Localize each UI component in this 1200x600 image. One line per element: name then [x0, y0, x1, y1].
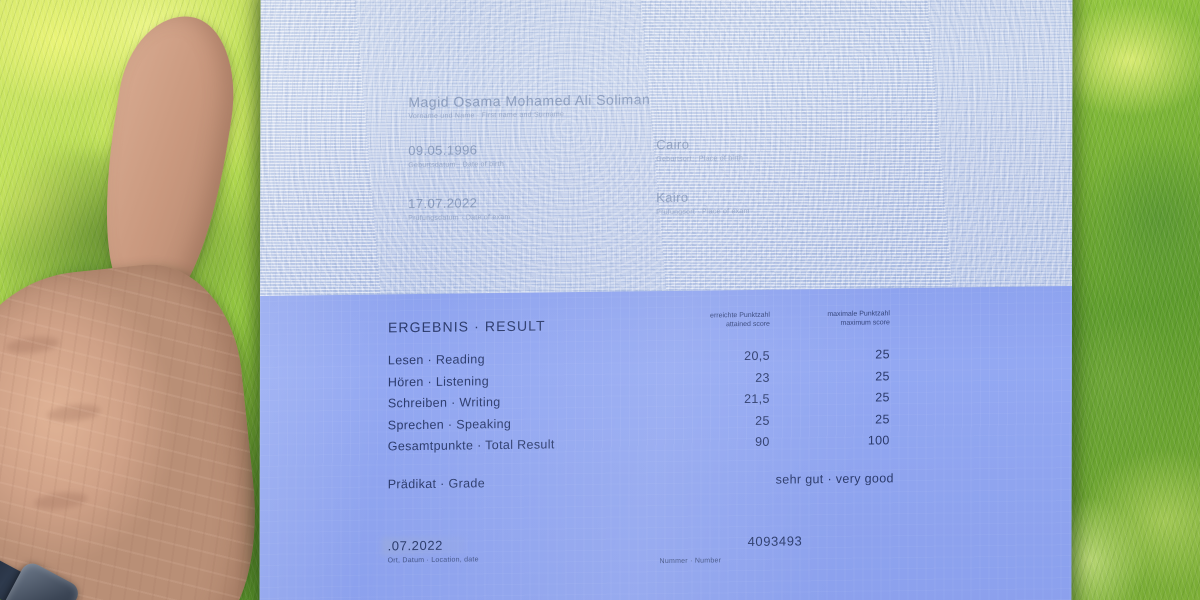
certificate-number-value: 4093493 — [747, 533, 803, 550]
certificate-number-field: 4093493 Nummer · Number — [659, 533, 803, 566]
score-row-attained: 25 — [755, 413, 770, 428]
score-row-maximum: 25 — [875, 411, 890, 426]
location-date-caption: Ort, Datum · Location, date — [387, 556, 479, 565]
grade-value: sehr gut · very good — [775, 471, 894, 487]
result-heading: ERGEBNIS · RESULT — [387, 317, 546, 336]
score-row-attained: 90 — [755, 434, 770, 449]
holder-name-value: Magid Osama Mohamed Ali Soliman — [408, 91, 651, 111]
score-row-maximum: 25 — [875, 368, 890, 383]
score-row-label: Sprechen · Speaking — [387, 416, 512, 432]
score-row-label: Schreiben · Writing — [387, 395, 501, 411]
column-header-maximum-en: maximum score — [840, 319, 890, 328]
column-header-attained-en: attained score — [725, 321, 770, 329]
location-date-field: .07.2022 Ort, Datum · Location, date — [387, 537, 479, 565]
grade-label: Prädikat · Grade — [387, 476, 486, 492]
score-row-label: Gesamtpunkte · Total Result — [387, 437, 555, 454]
score-row-label: Hören · Listening — [387, 373, 490, 389]
date-of-birth-field: 09.05.1996 Geburtsdatum · Date of birth — [408, 142, 504, 170]
place-of-birth-value: Cairo — [656, 136, 690, 153]
place-of-birth-field: Cairo Geburtsort · Place of birth — [656, 137, 743, 163]
hand-holding-certificate — [0, 7, 290, 600]
date-of-birth-value: 09.05.1996 — [408, 142, 478, 159]
place-of-birth-caption: Geburtsort · Place of birth — [656, 154, 744, 164]
score-row-label: Lesen · Reading — [387, 352, 485, 368]
score-row-attained: 23 — [755, 370, 770, 385]
grade-row: Prädikat · Grade sehr gut · very good — [388, 471, 900, 497]
place-of-exam-caption: Prüfungsort · Place of exam — [656, 207, 750, 217]
date-of-exam-caption: Prüfungsdatum · Date of exam — [408, 213, 511, 223]
place-of-exam-field: Kairo Prüfungsort · Place of exam — [656, 190, 750, 216]
score-row-maximum: 100 — [867, 433, 890, 448]
column-header-attained-score: erreichte Punktzahl attained score — [660, 311, 770, 331]
palm-crease — [33, 490, 89, 512]
score-row-attained: 21,5 — [744, 391, 770, 407]
place-of-exam-value: Kairo — [656, 189, 689, 206]
score-table: Lesen · Reading 20,5 25 Hören · Listening 23… — [388, 347, 900, 461]
holder-name-caption: Vorname und Name · First name and Surnam… — [408, 111, 565, 121]
date-of-exam-field: 17.07.2022 Prüfungsdatum · Date of exam — [408, 195, 511, 223]
column-header-maximum-score: maximale Punktzahl maximum score — [780, 309, 890, 329]
certificate-content: Magid Osama Mohamed Ali Soliman Vorname … — [259, 0, 1072, 600]
palm — [0, 255, 270, 600]
date-of-birth-caption: Geburtsdatum · Date of birth — [408, 160, 504, 170]
palm-crease — [46, 402, 102, 424]
score-row-maximum: 25 — [875, 390, 890, 405]
date-of-exam-value: 17.07.2022 — [408, 195, 478, 212]
certificate-number-caption: Nummer · Number — [659, 557, 722, 566]
score-row-maximum: 25 — [875, 347, 890, 362]
score-row-attained: 20,5 — [744, 348, 770, 364]
certificate-paper: Magid Osama Mohamed Ali Soliman Vorname … — [259, 0, 1073, 600]
location-date-value: .07.2022 — [387, 537, 444, 554]
palm-crease — [4, 334, 61, 356]
holder-name-field: Magid Osama Mohamed Ali Soliman Vorname … — [408, 91, 650, 120]
